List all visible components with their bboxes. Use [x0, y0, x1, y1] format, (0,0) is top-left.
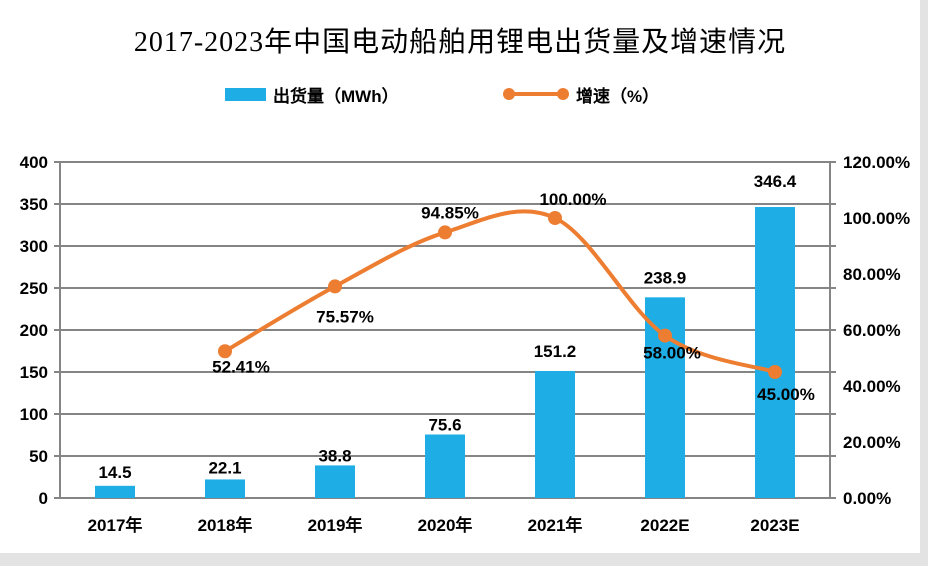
- x-axis-label: 2020年: [418, 515, 473, 535]
- growth-value-label: 100.00%: [539, 190, 606, 209]
- bar-2021年: [535, 370, 575, 498]
- y-axis-label: 50: [29, 447, 48, 466]
- x-axis-label: 2019年: [308, 515, 363, 535]
- growth-point-2019年: [328, 279, 342, 294]
- y2-axis-label: 80.00%: [843, 265, 901, 284]
- bar-2020年: [425, 434, 465, 498]
- legend-bar-swatch: [225, 87, 266, 101]
- bar-2017年: [95, 485, 135, 498]
- y-axis-label: 100: [20, 405, 48, 424]
- y2-axis-label: 60.00%: [843, 321, 901, 340]
- growth-point-2018年: [218, 344, 232, 359]
- y-axis-label: 350: [20, 195, 48, 214]
- y-axis-label: 250: [20, 279, 48, 298]
- bar-value-label: 75.6: [428, 415, 461, 434]
- growth-value-label: 94.85%: [421, 203, 479, 222]
- y-axis-label: 0: [39, 489, 48, 508]
- legend-line-dot: [557, 88, 569, 100]
- legend-line-swatch: [503, 87, 569, 101]
- legend-line-label: 增速（%）: [576, 86, 660, 106]
- x-axis-label: 2018年: [198, 515, 253, 535]
- bar-2019年: [315, 465, 355, 498]
- x-axis-label: 2023E: [750, 516, 799, 535]
- y-axis-label: 200: [20, 321, 48, 340]
- legend-item-shipments: 出货量（MWh）: [225, 83, 399, 106]
- growth-point-2023E: [768, 365, 782, 379]
- bar-value-label: 346.4: [754, 172, 797, 191]
- bar-value-label: 238.9: [644, 268, 687, 287]
- growth-value-label: 52.41%: [212, 357, 270, 376]
- bar-value-label: 151.2: [534, 342, 577, 361]
- growth-value-label: 75.57%: [316, 307, 374, 326]
- y2-axis-label: 40.00%: [843, 377, 901, 396]
- chart-area: 2017-2023年中国电动船舶用锂电出货量及增速情况 出货量（MWh） 增速（…: [0, 0, 920, 553]
- legend-bar-label: 出货量（MWh）: [273, 86, 399, 106]
- x-axis-label: 2022E: [640, 516, 689, 535]
- y-axis-label: 150: [20, 363, 48, 382]
- y2-axis-label: 0.00%: [843, 489, 891, 508]
- bar-value-label: 14.5: [98, 463, 131, 482]
- legend-line-dot: [503, 88, 515, 100]
- bar-value-label: 22.1: [208, 458, 241, 477]
- growth-point-2020年: [438, 225, 452, 240]
- y-axis-label: 300: [20, 237, 48, 256]
- bar-2022E: [645, 297, 685, 498]
- bar-value-label: 38.8: [318, 446, 351, 465]
- growth-value-label: 58.00%: [643, 344, 701, 363]
- x-axis-label: 2017年: [88, 515, 143, 535]
- y-axis-label: 400: [20, 153, 48, 172]
- bar-2018年: [205, 479, 245, 498]
- y2-axis-label: 120.00%: [843, 153, 910, 172]
- legend-item-growth: 增速（%）: [503, 83, 660, 106]
- bar-2023E: [755, 207, 795, 499]
- y2-axis-label: 20.00%: [843, 433, 901, 452]
- legend: 出货量（MWh） 增速（%）: [0, 83, 920, 106]
- y2-axis-label: 100.00%: [843, 209, 910, 228]
- x-axis-label: 2021年: [528, 515, 583, 535]
- legend-line-segment: [507, 92, 565, 96]
- growth-point-2021年: [548, 211, 562, 225]
- chart-title: 2017-2023年中国电动船舶用锂电出货量及增速情况: [133, 27, 787, 58]
- plot: 400 350 300 250 200 150 100 50 0 120.00% 100.00% 80…: [20, 153, 911, 535]
- growth-point-2022E: [658, 328, 672, 343]
- growth-value-label: 45.00%: [757, 385, 815, 404]
